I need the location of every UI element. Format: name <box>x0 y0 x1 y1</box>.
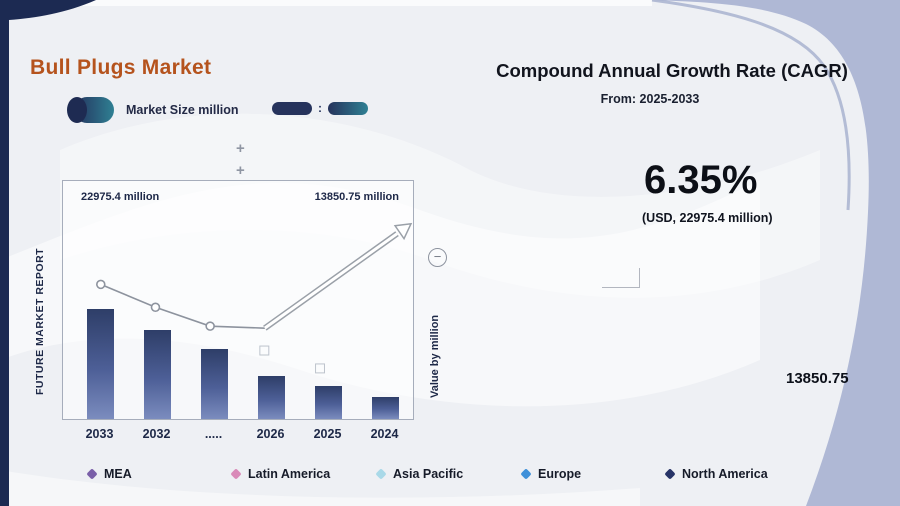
left-axis-label-2025: 2025 <box>313 427 342 441</box>
cagr-value: 6.35% <box>644 158 758 202</box>
cagr-subtitle: From: 2025-2033 <box>600 92 700 106</box>
legend-dot-europe <box>520 468 532 480</box>
left-chart-axis-labels: 2033 2032..... 2026 2025 2024 <box>62 427 414 443</box>
corner-bracket-decoration <box>602 268 640 288</box>
chart-max-value: 22975.4 million <box>81 191 160 203</box>
cagr-detail: (USD, 22975.4 million) <box>642 211 773 225</box>
market-size-bar-2025 <box>315 386 342 419</box>
market-size-legend: Market Size million <box>64 94 239 126</box>
market-size-bar-2024 <box>372 397 399 419</box>
legend-dot-asia-pacific <box>375 468 387 480</box>
pill-gradient <box>328 101 368 115</box>
market-size-chart: 22975.4 million 13850.75 million <box>62 180 414 420</box>
market-size-bar-2026 <box>258 376 285 419</box>
plus-mark-icon: + <box>236 162 245 179</box>
cagr-title: Compound Annual Growth Rate (CAGR) <box>496 60 848 81</box>
legend-dot-north-america <box>664 468 676 480</box>
legend-label-asia-pacific: Asia Pacific <box>393 467 464 481</box>
legend-label-north-america: North America <box>682 467 768 481</box>
market-size-cylinder-icon <box>67 97 114 123</box>
market-size-bar-gap <box>201 349 228 419</box>
legend-dot-latin-america <box>230 468 242 480</box>
page-title: Bull Plugs Market <box>30 56 212 79</box>
value-axis-label: Value by million <box>429 314 441 398</box>
legend-item-latin-america: Latin America <box>230 467 331 481</box>
pill-navy <box>272 101 312 115</box>
legend-item-asia-pacific: Asia Pacific <box>375 467 464 481</box>
left-axis-label-2024: 2024 <box>370 427 399 441</box>
market-size-label: Market Size million <box>126 103 239 117</box>
future-market-report-watermark: FUTURE MARKET REPORT <box>34 247 46 395</box>
legend-dot-mea <box>86 468 98 480</box>
legend-item-mea: MEA <box>86 467 132 481</box>
callout-value: 13850.75 <box>786 370 849 387</box>
pill-decoration: : <box>272 101 368 115</box>
legend-item-europe: Europe <box>520 467 582 481</box>
left-axis-label-2026: 2026 <box>256 427 285 441</box>
market-size-bars <box>63 181 413 419</box>
legend-item-north-america: North America <box>664 467 768 481</box>
minus-icon: − <box>428 248 447 267</box>
legend-label-latin-america: Latin America <box>248 467 331 481</box>
legend-label-europe: Europe <box>538 467 582 481</box>
left-axis-label-2032: 2032 <box>142 427 171 441</box>
chart-min-value: 13850.75 million <box>314 191 399 203</box>
plus-mark-icon: + <box>236 140 245 157</box>
left-axis-label-gap: ..... <box>204 427 223 441</box>
market-size-bar-2033 <box>87 309 114 419</box>
market-size-bar-2032 <box>144 330 171 419</box>
pill-separator: : <box>318 101 322 115</box>
left-axis-label-2033: 2033 <box>85 427 114 441</box>
legend-label-mea: MEA <box>104 467 132 481</box>
